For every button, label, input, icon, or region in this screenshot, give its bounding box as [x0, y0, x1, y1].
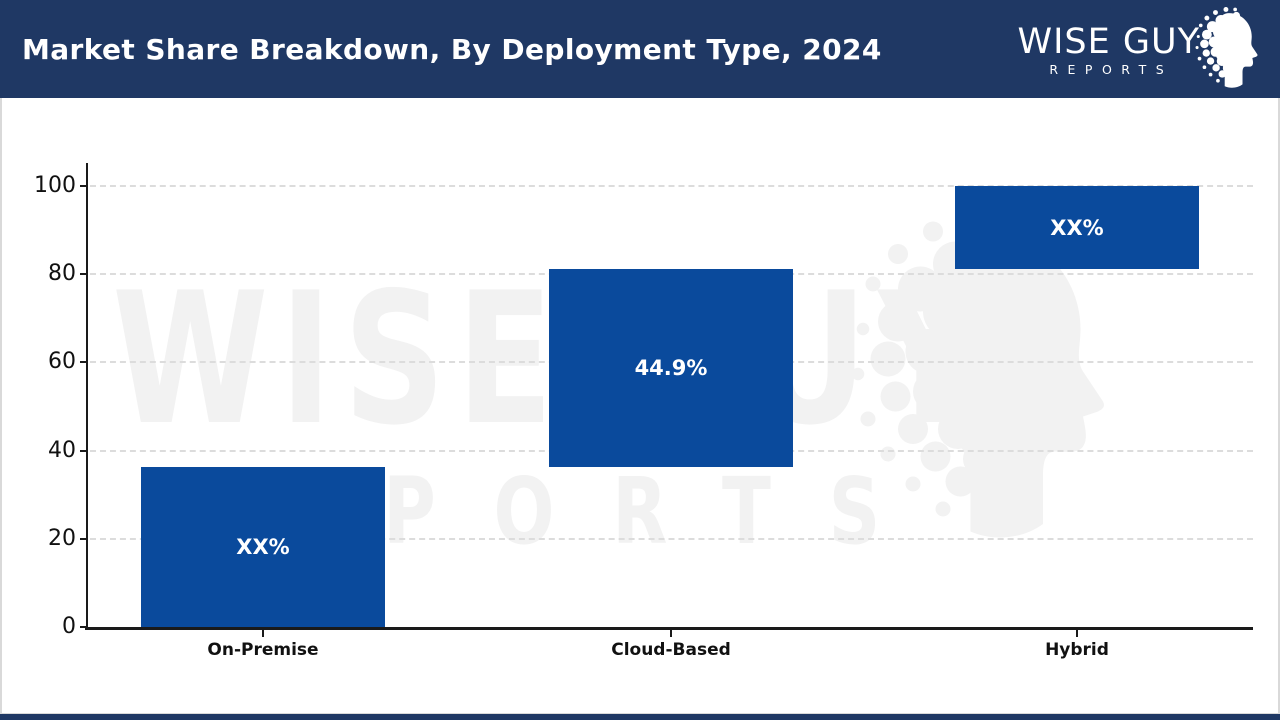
gridline-20 [90, 537, 1253, 540]
y-axis-line [86, 163, 88, 627]
watermark-text: WISE GUY REPORTS [112, 268, 992, 558]
x-axis-category-label: Cloud-Based [611, 640, 731, 660]
x-axis-category-label: On-Premise [207, 640, 319, 660]
y-axis-tick [80, 361, 88, 364]
x-axis-tick [670, 630, 672, 637]
y-axis-tick-label: 80 [48, 261, 76, 287]
logo-subtitle-text: REPORTS [1049, 62, 1174, 78]
logo-head-icon [1195, 7, 1258, 88]
page-title: Market Share Breakdown, By Deployment Ty… [22, 32, 882, 66]
logo-brand-text: WISE GUY [1017, 21, 1200, 62]
y-axis-tick [80, 537, 88, 540]
y-axis-tick [80, 185, 88, 187]
bar-value-label: XX% [1050, 215, 1104, 240]
bar-cloud-based: 44.9% [549, 269, 793, 468]
bar-hybrid: XX% [955, 186, 1199, 270]
x-axis-category-label: Hybrid [1045, 640, 1109, 660]
y-axis-tick [80, 273, 88, 276]
y-axis-tick [80, 626, 88, 628]
x-axis-line [85, 627, 1253, 630]
y-axis-tick [80, 449, 88, 452]
wise-guy-reports-logo: WISE GUY REPORTS [1017, 6, 1266, 94]
y-axis-tick-label: 0 [62, 614, 76, 639]
header-bar: Market Share Breakdown, By Deployment Ty… [0, 0, 1280, 98]
y-axis-tick-label: 100 [34, 173, 76, 198]
footer-bar [0, 713, 1280, 720]
bar-value-label: 44.9% [634, 356, 708, 381]
y-axis-tick-label: 40 [48, 437, 76, 463]
bar-on-premise: XX% [141, 467, 385, 627]
x-axis-tick [1076, 630, 1078, 637]
gridline-100 [90, 185, 1253, 187]
bar-value-label: XX% [236, 535, 290, 560]
x-axis-tick [262, 630, 264, 637]
y-axis-tick-label: 20 [48, 525, 76, 551]
y-axis-tick-label: 60 [48, 349, 76, 375]
watermark-brand-text: WISE GUY [112, 253, 992, 465]
